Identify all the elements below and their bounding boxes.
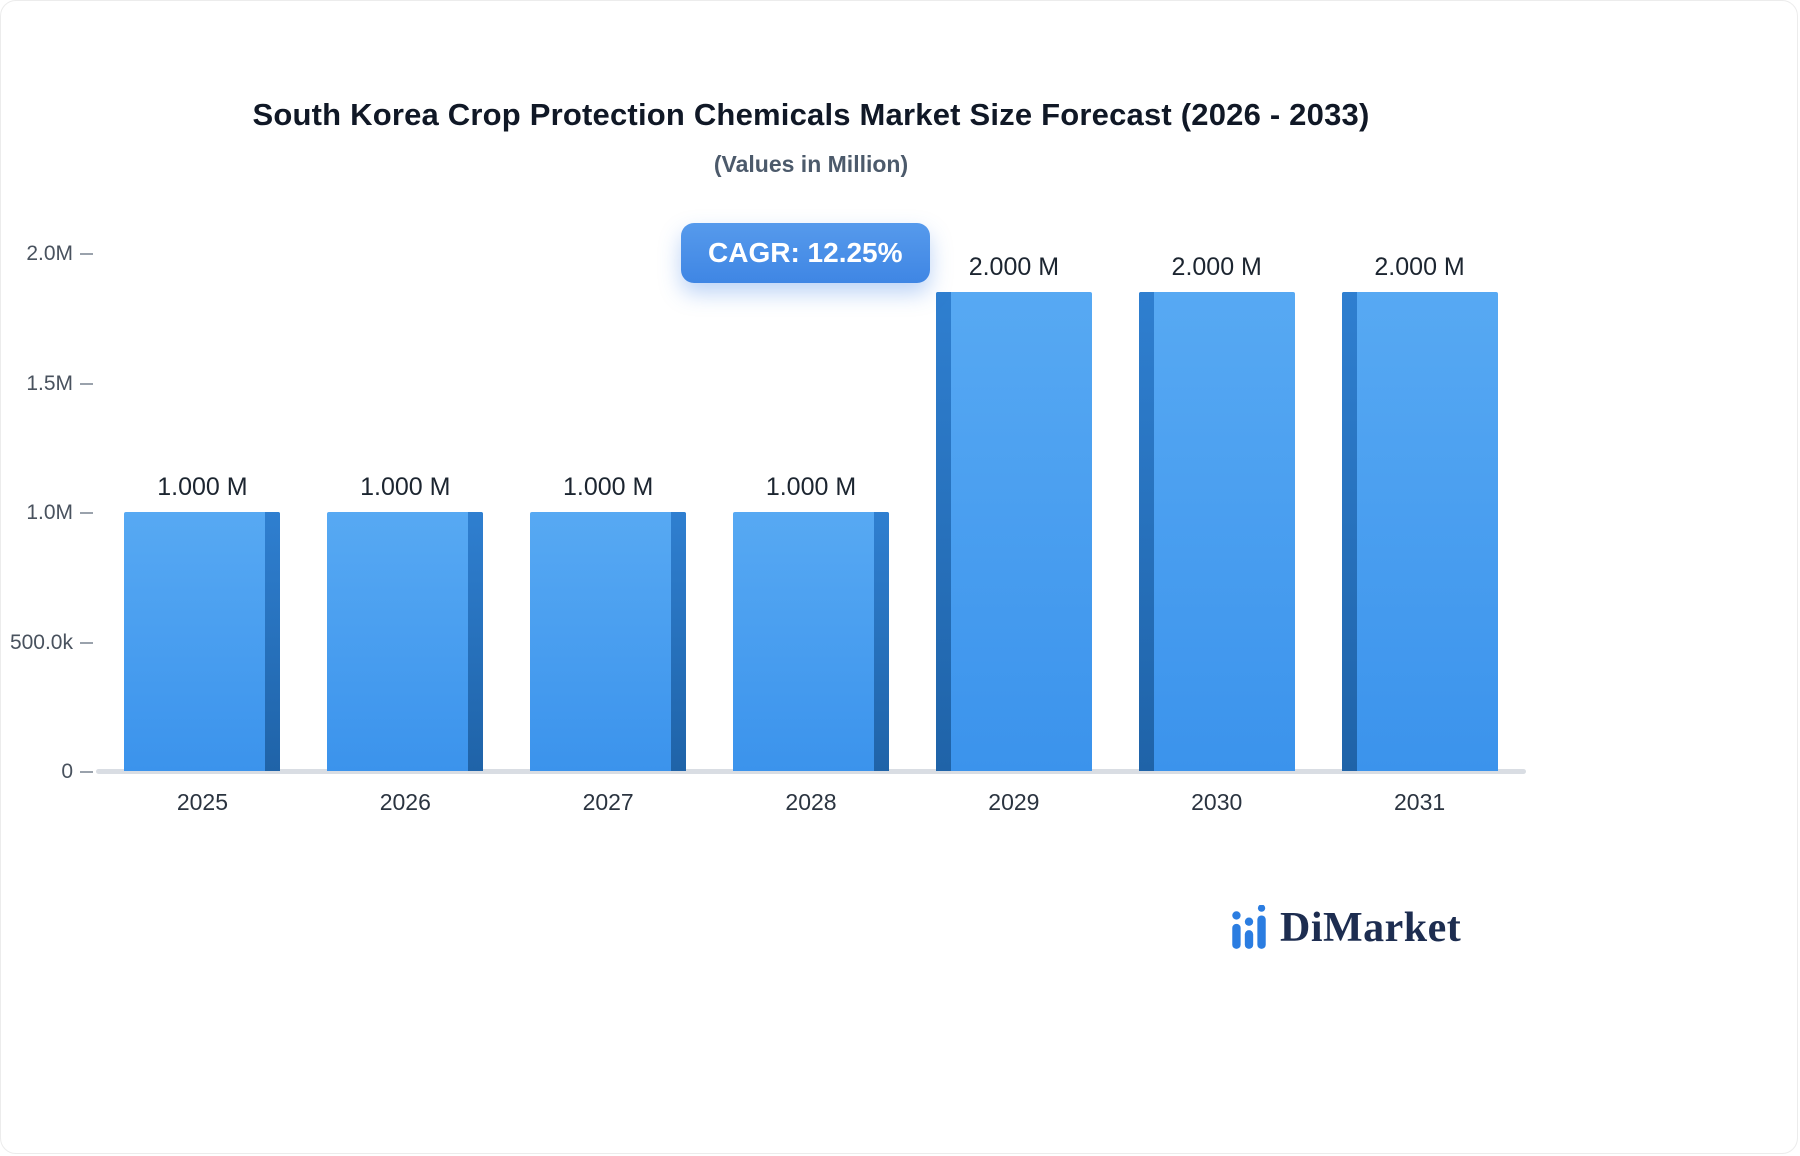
bar-column: 1.000 M xyxy=(304,253,507,771)
x-tick-label: 2031 xyxy=(1394,789,1446,815)
bar-chart-icon xyxy=(1232,905,1266,949)
cagr-label: CAGR: 12.25% xyxy=(708,237,903,268)
bar-2027[interactable] xyxy=(530,512,687,771)
bar-column: 1.000 M xyxy=(507,253,710,771)
bar-chart: 2.0M 1.5M 1.0M 500.0k 0 1.000 M 1.000 M 1.000 … xyxy=(10,242,1526,815)
y-tick-mark xyxy=(80,641,93,644)
bar-column: 1.000 M xyxy=(710,253,913,771)
y-tick-mark xyxy=(80,253,93,255)
bar-2026[interactable] xyxy=(327,512,484,771)
plot-area: 1.000 M 1.000 M 1.000 M 1.000 M 2.000 M 2.000… xyxy=(101,253,1521,771)
bar-2030[interactable] xyxy=(1138,292,1295,771)
bar-column: 2.000 M xyxy=(1318,253,1521,771)
bar-value-label: 1.000 M xyxy=(562,473,654,501)
x-tick-label: 2025 xyxy=(176,789,229,815)
y-tick-mark xyxy=(80,512,93,514)
bar-column: 2.000 M xyxy=(912,253,1115,771)
y-tick-label: 500.0k xyxy=(9,630,73,654)
bar-2031[interactable] xyxy=(1341,292,1498,771)
x-tick-label: 2030 xyxy=(1191,789,1243,815)
dimarket-logo: DiMarket xyxy=(1229,904,1461,952)
bar-value-label: 1.000 M xyxy=(157,473,248,501)
x-axis-line xyxy=(96,769,1526,774)
y-tick-label: 2.0M xyxy=(26,242,73,265)
y-tick: 0 xyxy=(1,760,93,784)
bar-column: 1.000 M xyxy=(101,253,304,771)
chart-subtitle: (Values in Million) xyxy=(713,151,909,177)
y-tick-label: 1.5M xyxy=(26,371,73,395)
bar-column: 2.000 M xyxy=(1115,253,1318,771)
bar-2028[interactable] xyxy=(733,512,889,771)
bar-value-label: 1.000 M xyxy=(360,473,451,501)
y-tick: 2.0M xyxy=(1,242,93,266)
x-tick-label: 2026 xyxy=(379,789,431,815)
logo-text: DiMarket xyxy=(1280,905,1462,951)
x-axis-labels: 2025 2026 2027 2028 2029 2030 2031 xyxy=(101,789,1521,816)
bar-2025[interactable] xyxy=(124,512,281,771)
x-tick-label: 2029 xyxy=(988,789,1040,815)
y-tick: 1.0M xyxy=(1,501,93,525)
bar-2029[interactable] xyxy=(935,292,1092,771)
bar-value-label: 2.000 M xyxy=(968,253,1060,281)
y-tick: 500.0k xyxy=(1,631,93,655)
chart-title: South Korea Crop Protection Chemicals Ma… xyxy=(252,97,1370,132)
y-tick-mark xyxy=(80,382,93,385)
bar-value-label: 2.000 M xyxy=(1374,253,1465,281)
cagr-badge: CAGR: 12.25% xyxy=(681,223,930,283)
bar-value-label: 1.000 M xyxy=(765,473,857,501)
y-tick-label: 1.0M xyxy=(26,501,73,524)
y-tick-mark xyxy=(80,771,93,773)
x-tick-label: 2028 xyxy=(785,789,837,815)
bar-value-label: 2.000 M xyxy=(1171,253,1262,281)
y-tick-label: 0 xyxy=(61,760,73,783)
x-tick-label: 2027 xyxy=(582,789,634,815)
y-tick: 1.5M xyxy=(1,372,93,396)
